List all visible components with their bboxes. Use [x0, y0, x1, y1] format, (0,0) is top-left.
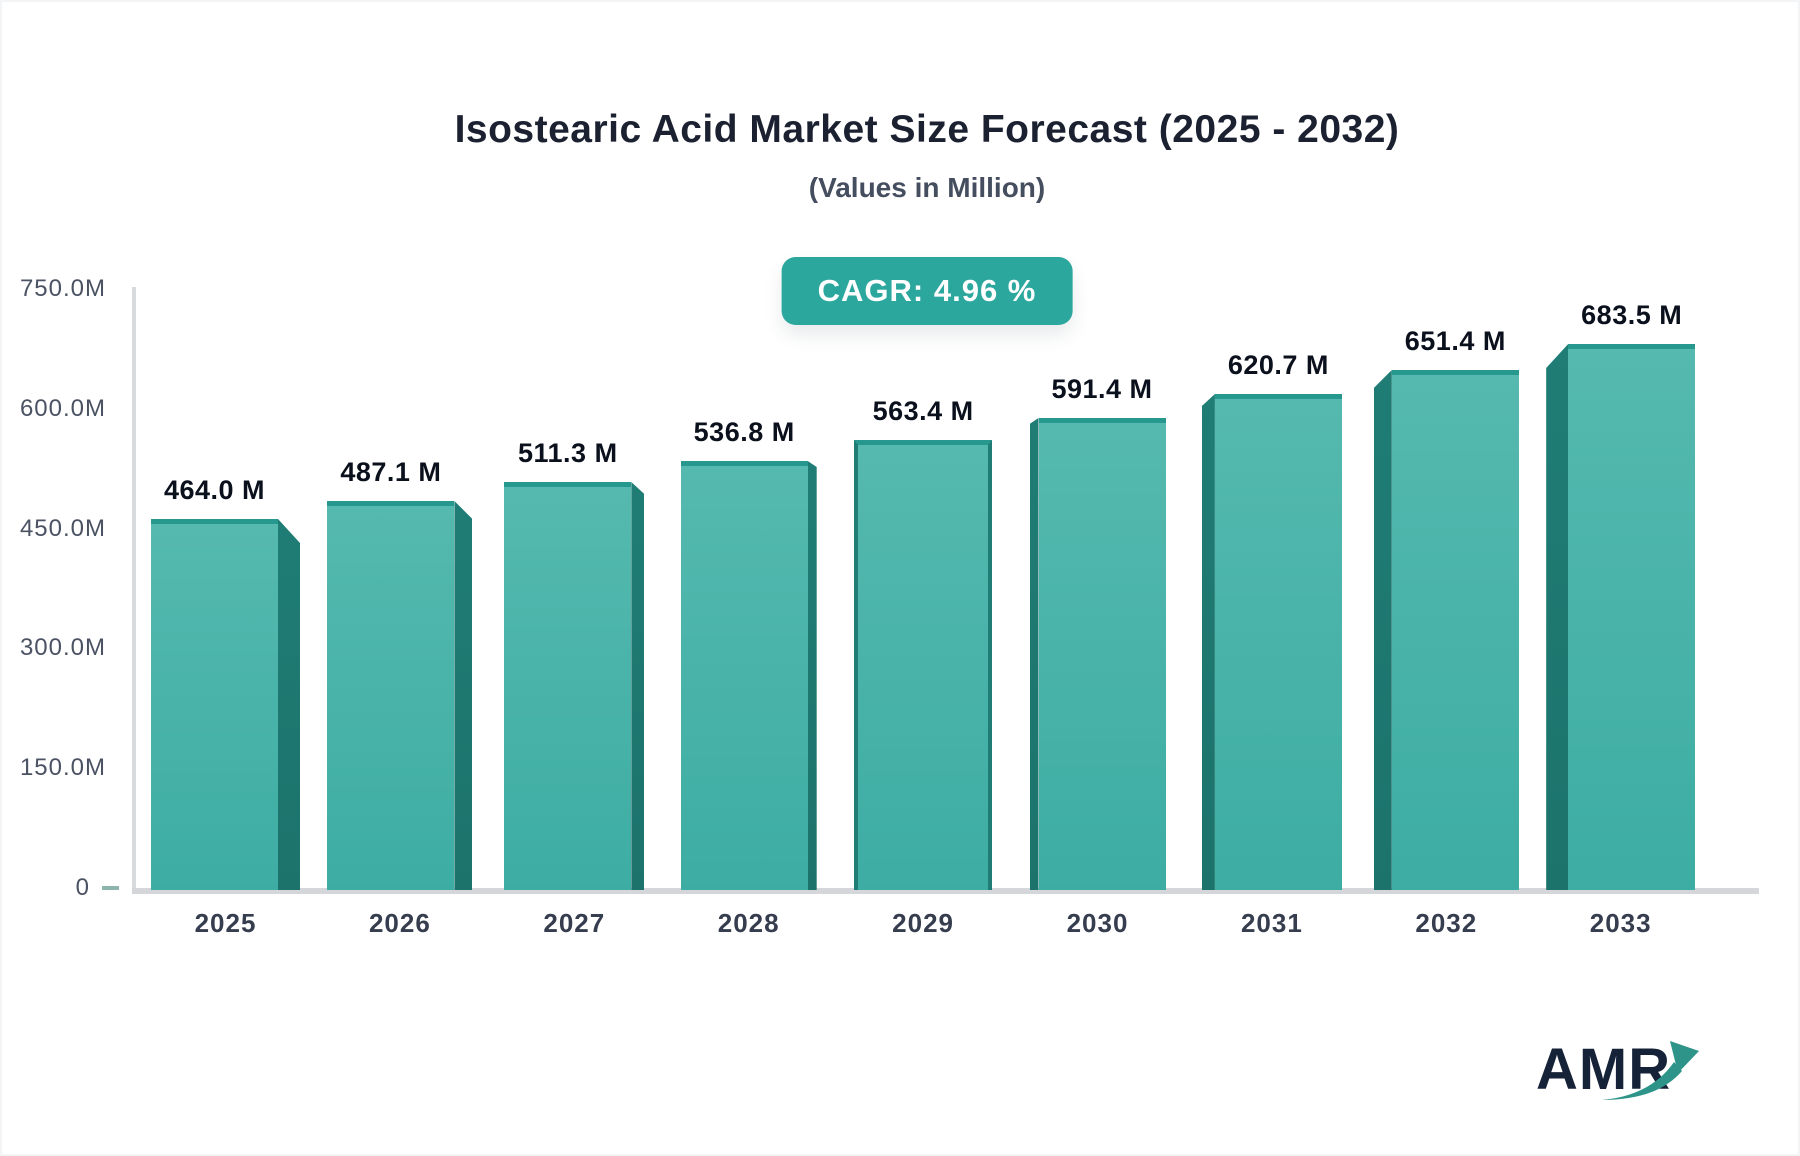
x-tick-label-2032: 2032	[1415, 908, 1478, 938]
bar-2029	[854, 440, 993, 890]
zero-tick-mark	[102, 886, 119, 890]
y-tick-label: 750.0M	[19, 275, 106, 302]
bar-2027	[504, 482, 632, 890]
bar-side-face-2028	[807, 461, 817, 890]
chart-subtitle: (Values in Million)	[808, 172, 1046, 203]
bar-side-face-2025	[278, 519, 300, 890]
x-tick-label-2029: 2029	[892, 908, 955, 938]
cagr-badge: CAGR: 4.96 %	[781, 257, 1073, 325]
x-tick-label-2026: 2026	[368, 908, 431, 938]
bar-side-face-2027	[631, 482, 645, 890]
bar-value-label: 487.1 M	[340, 457, 442, 487]
bar-side-face-2032	[1373, 370, 1392, 890]
bar-side-face-2026	[454, 501, 473, 890]
chart-title: Isostearic Acid Market Size Forecast (20…	[454, 108, 1400, 151]
amr-logo: AMR	[1532, 1030, 1712, 1110]
bar-value-label: 683.5 M	[1581, 300, 1683, 330]
x-tick-label-2025: 2025	[194, 908, 257, 938]
bar-value-label: 464.0 M	[163, 475, 266, 505]
bar-2032	[1391, 370, 1519, 890]
amr-logo-arrow-icon	[1602, 1041, 1699, 1100]
x-tick-label-2031: 2031	[1240, 908, 1303, 938]
bar-side-face-2033	[1546, 344, 1569, 890]
bar-side-face-2031	[1201, 394, 1215, 890]
y-axis-line	[132, 287, 136, 890]
bar-2031	[1214, 394, 1342, 890]
y-tick-label: 0	[75, 874, 90, 901]
bar-2030	[1038, 418, 1166, 890]
bar-value-label: 536.8 M	[693, 417, 795, 447]
x-axis-baseline	[132, 888, 1759, 894]
y-tick-label: 300.0M	[19, 634, 106, 662]
x-tick-label-2027: 2027	[543, 908, 606, 938]
bar-value-label: 651.4 M	[1404, 326, 1506, 356]
x-tick-label-2030: 2030	[1066, 908, 1129, 938]
bar-side-face-2030	[1029, 418, 1039, 890]
bar-2026	[327, 501, 455, 890]
bar-2025	[151, 519, 278, 890]
bar-2033	[1568, 344, 1696, 890]
x-tick-label-2028: 2028	[717, 908, 780, 938]
bar-value-label: 511.3 M	[518, 438, 618, 468]
y-tick-label: 150.0M	[19, 754, 106, 782]
bar-2028	[680, 461, 808, 890]
bar-value-label: 563.4 M	[872, 396, 974, 426]
bar-value-label: 620.7 M	[1227, 350, 1329, 380]
bar-value-label: 591.4 M	[1051, 374, 1153, 404]
x-tick-label-2033: 2033	[1589, 908, 1652, 938]
y-tick-label: 600.0M	[19, 394, 106, 422]
y-tick-label: 450.0M	[19, 514, 106, 542]
